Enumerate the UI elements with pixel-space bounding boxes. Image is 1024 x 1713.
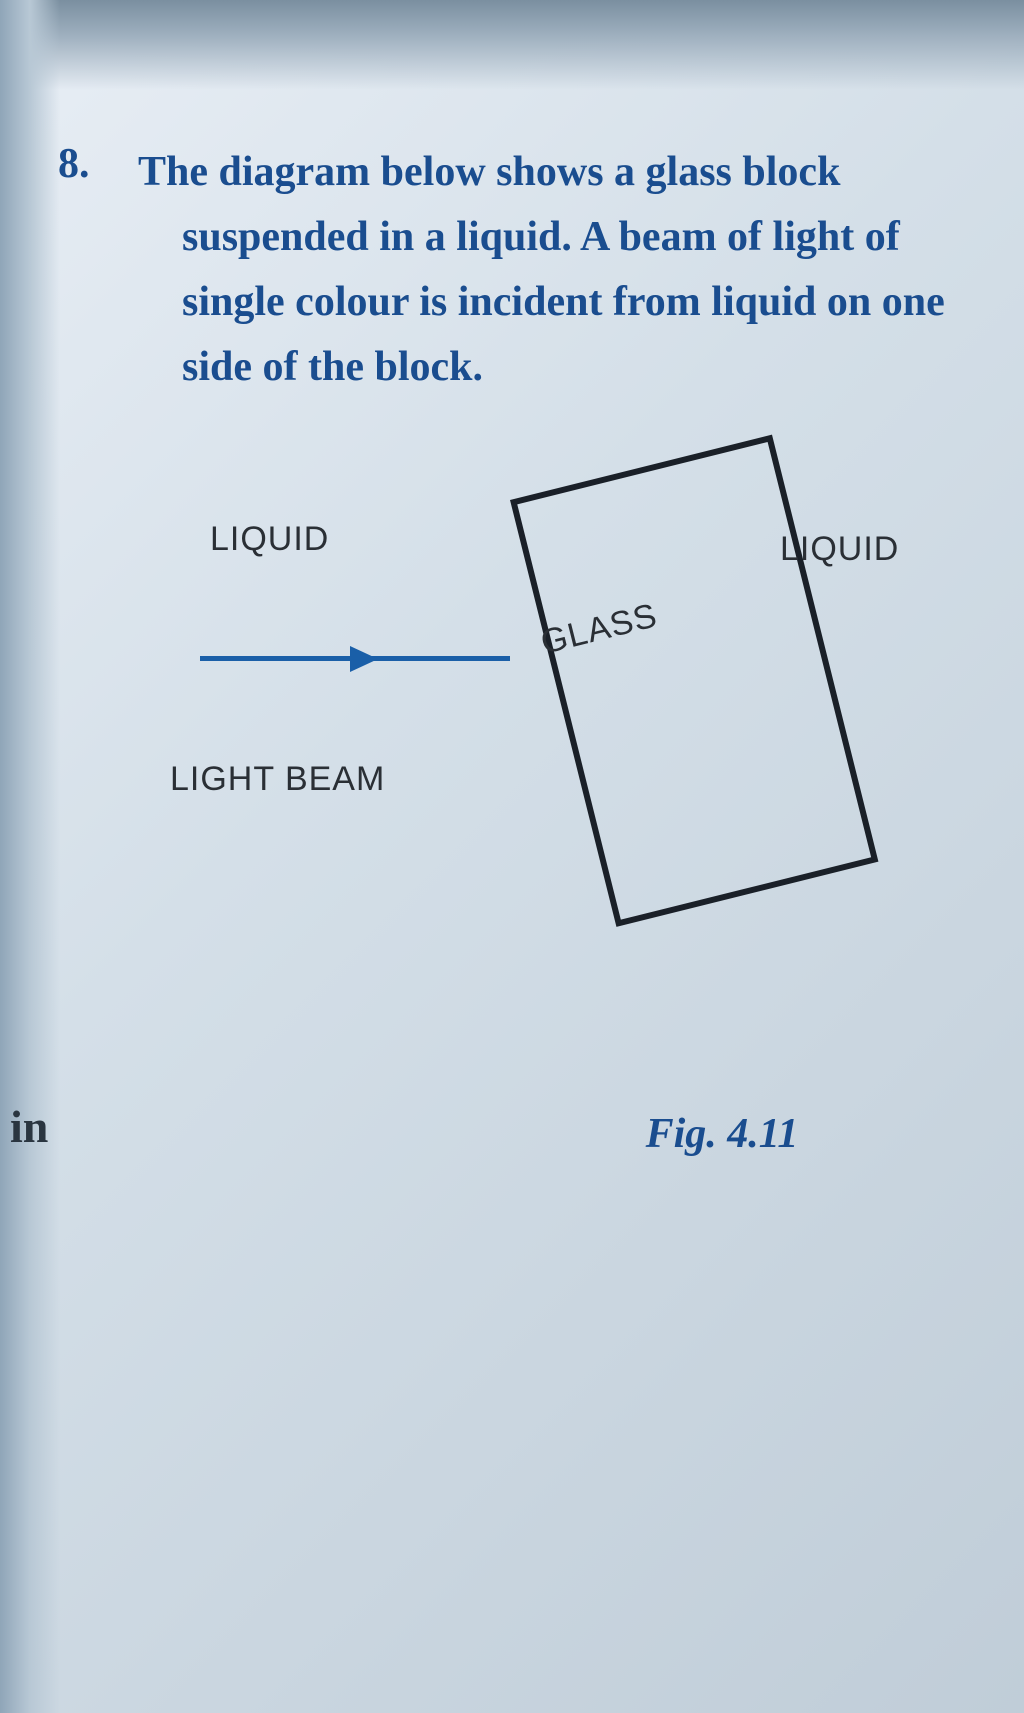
figure-caption: Fig. 4.11 (480, 1110, 964, 1158)
question-block: 8.The diagram below shows a glass block … (182, 140, 964, 400)
glass-block-rect (510, 435, 878, 927)
page-left-shadow (0, 0, 60, 1713)
refraction-diagram: LIQUID LIGHT BEAM GLASS LIQUID (140, 460, 960, 1080)
margin-partial-text: in (10, 1100, 48, 1153)
label-liquid-right: LIQUID (780, 530, 899, 569)
label-light-beam: LIGHT BEAM (170, 760, 385, 799)
label-liquid-left: LIQUID (210, 520, 329, 559)
question-text: The diagram below shows a glass block su… (138, 149, 945, 390)
light-beam-arrow-icon (350, 646, 378, 672)
page-top-shadow (0, 0, 1024, 90)
content-area: 8.The diagram below shows a glass block … (100, 120, 984, 1178)
